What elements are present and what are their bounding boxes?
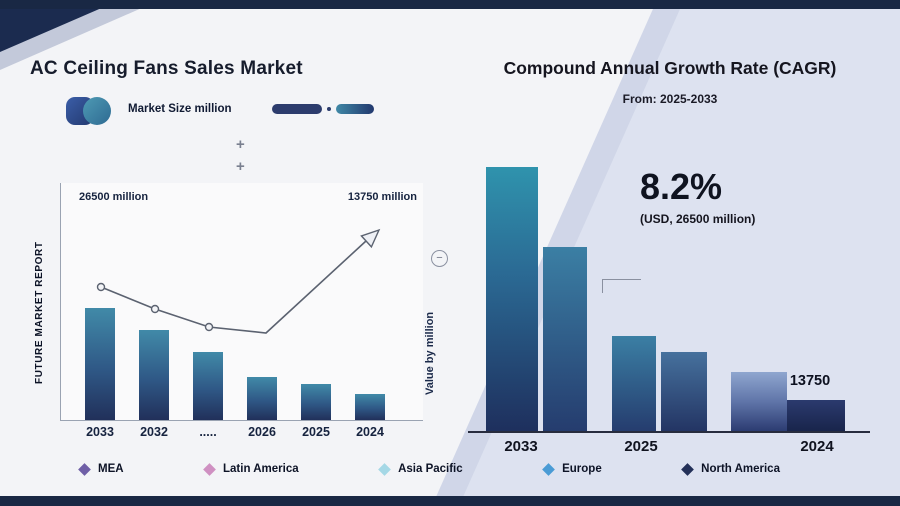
decorative-pill-gradient xyxy=(336,104,374,114)
right-x-axis-line xyxy=(468,431,870,433)
left-x-label-5: 2024 xyxy=(356,425,384,439)
minus-circle-icon: − xyxy=(431,250,448,267)
trend-arrowhead xyxy=(360,228,381,249)
legend-diamond-icon xyxy=(542,462,555,476)
plus-mark-icon: + xyxy=(236,158,245,175)
market-size-icon xyxy=(66,96,118,126)
legend-item-label: North America xyxy=(701,463,780,475)
right-y-axis-label: Value by million xyxy=(424,311,436,396)
left-x-label-2: ..... xyxy=(199,425,217,439)
cagr-value: 8.2% xyxy=(640,166,723,207)
right-2024-dark-segment xyxy=(787,400,845,432)
decorative-bracket xyxy=(602,279,641,293)
region-legend: MEA Latin America Asia Pacific Europe North … xyxy=(78,462,780,476)
trend-marker xyxy=(150,304,160,314)
trend-arrow xyxy=(96,228,381,334)
right-x-label-1: 2025 xyxy=(624,438,658,455)
legend-item-label: MEA xyxy=(98,463,124,475)
legend-diamond-icon xyxy=(78,462,91,476)
legend-item-latin-america: Latin America xyxy=(203,462,299,476)
left-chart-title: AC Ceiling Fans Sales Market xyxy=(30,58,303,79)
annotation-max-value: 26500 million xyxy=(79,191,149,203)
right-chart-title: Compound Annual Growth Rate (CAGR) xyxy=(503,58,837,78)
legend-item-mea: MEA xyxy=(78,462,124,476)
legend-item-north-america: North America xyxy=(681,462,780,476)
cagr-note: (USD, 26500 million) xyxy=(640,212,756,226)
legend-diamond-icon xyxy=(203,462,216,476)
legend-diamond-icon xyxy=(378,462,391,476)
logo-shape-teal xyxy=(83,97,111,125)
decorative-pill-dot xyxy=(327,107,331,111)
left-y-axis-label: FUTURE MARKET REPORT xyxy=(34,241,45,384)
right-x-label-0: 2033 xyxy=(504,438,538,455)
annotation-min-value: 13750 million xyxy=(347,191,417,203)
trend-marker xyxy=(96,282,106,292)
legend-item-europe: Europe xyxy=(542,462,602,476)
legend-diamond-icon xyxy=(681,462,695,476)
bottom-border-bar xyxy=(0,496,900,506)
right-chart-subtitle: From: 2025-2033 xyxy=(622,92,718,106)
left-x-label-4: 2025 xyxy=(302,425,330,439)
left-x-label-1: 2032 xyxy=(140,425,168,439)
market-size-legend-label: Market Size million xyxy=(128,103,232,115)
top-border-bar xyxy=(0,0,900,9)
legend-item-label: Asia Pacific xyxy=(398,463,463,475)
right-x-label-2: 2024 xyxy=(800,438,834,455)
plus-mark-icon: + xyxy=(236,136,245,153)
trend-line xyxy=(100,240,367,334)
minus-glyph: − xyxy=(436,252,443,264)
bar-value-label: 13750 xyxy=(789,373,831,389)
decorative-pill-dark xyxy=(272,104,322,114)
legend-item-asia-pacific: Asia Pacific xyxy=(378,462,463,476)
left-chart-plot-area: 26500 million 13750 million xyxy=(60,183,423,421)
legend-item-label: Europe xyxy=(562,463,602,475)
left-x-label-0: 2033 xyxy=(86,425,114,439)
legend-item-label: Latin America xyxy=(223,463,299,475)
trend-marker xyxy=(204,322,214,332)
left-x-label-3: 2026 xyxy=(248,425,276,439)
